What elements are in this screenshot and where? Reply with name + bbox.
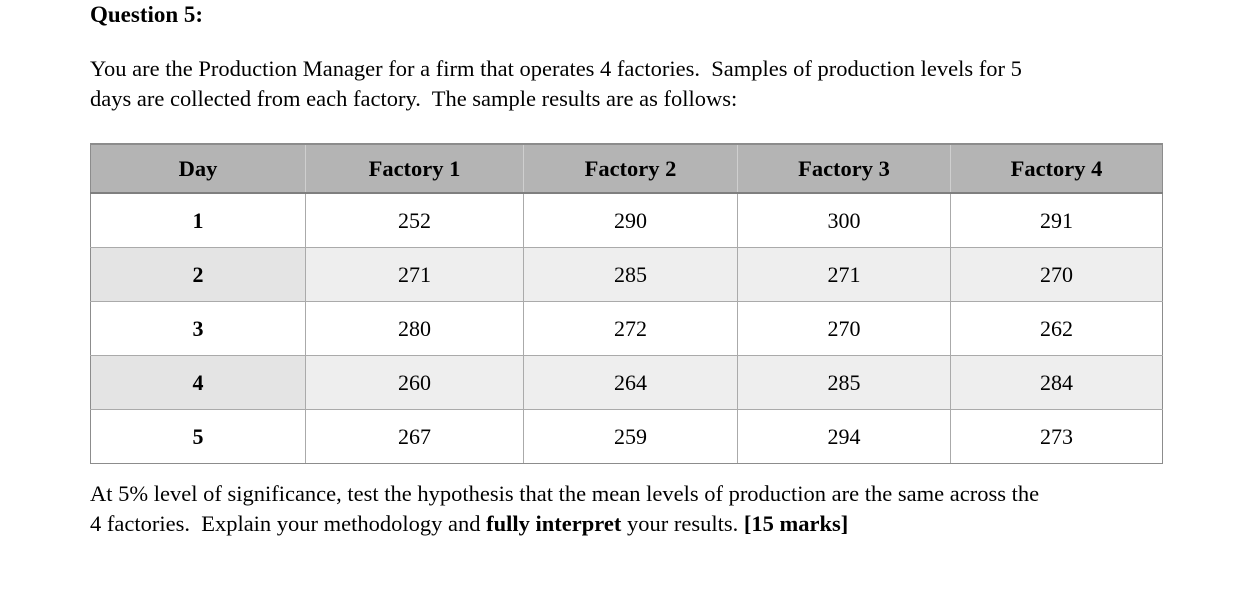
intro-paragraph: You are the Production Manager for a fir… [90,56,1022,111]
closing-text-lead: At 5% level of significance, test the hy… [90,481,1040,536]
value-cell: 294 [737,409,951,464]
table-row: 5 267 259 294 273 [90,409,1163,464]
value-cell: 272 [523,301,738,356]
day-cell: 5 [90,409,306,464]
table-row: 3 280 272 270 262 [90,301,1163,356]
value-cell: 270 [737,301,951,356]
column-header-factory-3: Factory 3 [737,143,951,194]
value-cell: 262 [950,301,1163,356]
production-table: Day Factory 1 Factory 2 Factory 3 Factor… [90,143,1163,464]
value-cell: 264 [523,355,738,410]
closing-bold-fully-interpret: fully interpret [486,510,622,536]
day-cell: 3 [90,301,306,356]
closing-marks-badge: [15 marks] [743,510,849,536]
column-header-factory-2: Factory 2 [523,143,738,194]
value-cell: 284 [950,355,1163,410]
column-header-factory-1: Factory 1 [305,143,524,194]
column-header-day: Day [90,143,306,194]
value-cell: 273 [950,409,1163,464]
table-row: 1 252 290 300 291 [90,192,1163,248]
value-cell: 290 [523,192,738,248]
column-header-factory-4: Factory 4 [950,143,1163,194]
table-row: 4 260 264 285 284 [90,355,1163,410]
day-cell: 1 [90,192,306,248]
value-cell: 280 [305,301,524,356]
table-header-row: Day Factory 1 Factory 2 Factory 3 Factor… [90,143,1163,194]
value-cell: 291 [950,192,1163,248]
value-cell: 252 [305,192,524,248]
value-cell: 300 [737,192,951,248]
value-cell: 259 [523,409,738,464]
closing-text-mid: your results. [621,510,744,536]
question-title: Question 5: [90,2,204,27]
value-cell: 285 [523,247,738,302]
value-cell: 270 [950,247,1163,302]
table-row: 2 271 285 271 270 [90,247,1163,302]
value-cell: 285 [737,355,951,410]
value-cell: 267 [305,409,524,464]
value-cell: 271 [737,247,951,302]
day-cell: 2 [90,247,306,302]
closing-paragraph: At 5% level of significance, test the hy… [90,479,1190,538]
day-cell: 4 [90,355,306,410]
value-cell: 271 [305,247,524,302]
value-cell: 260 [305,355,524,410]
